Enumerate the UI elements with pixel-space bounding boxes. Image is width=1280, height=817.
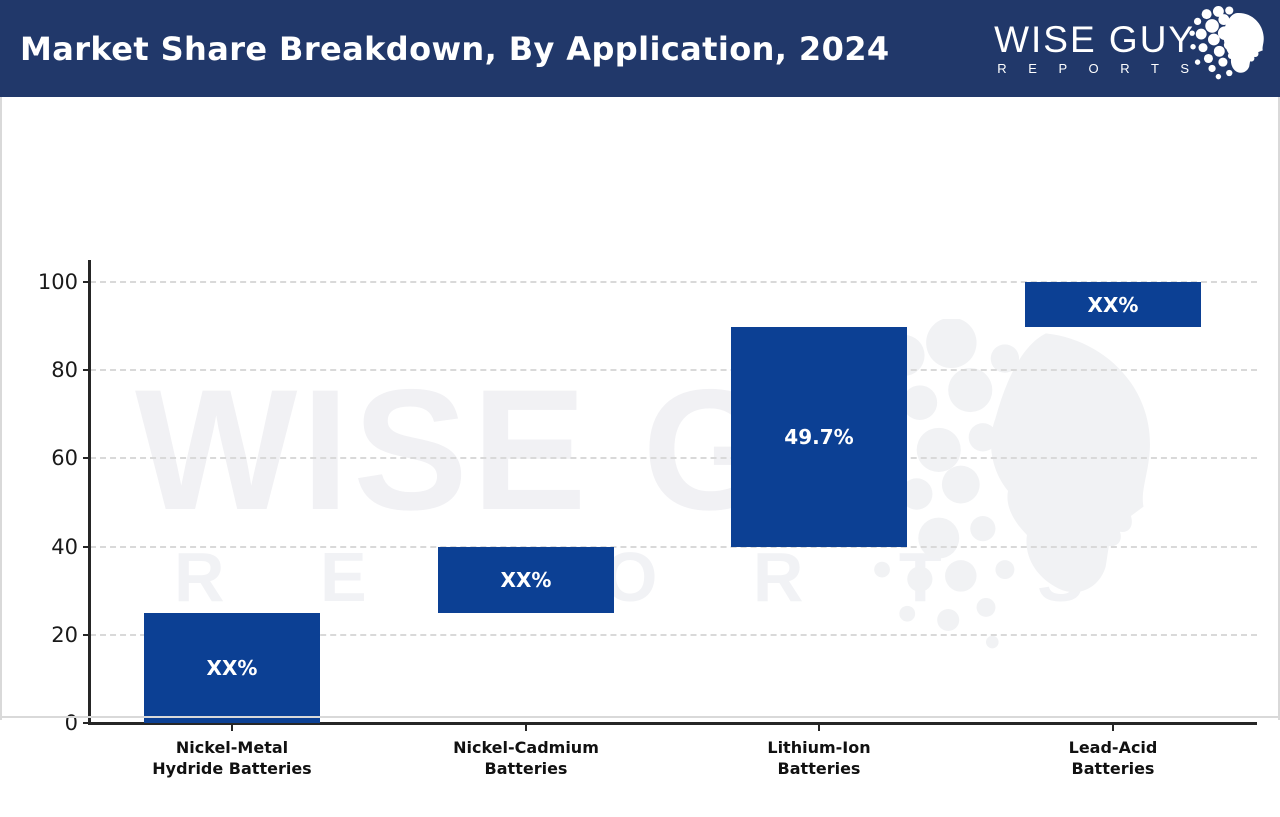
bottom-divider [0, 716, 1280, 718]
category-label-line: Lithium-Ion [767, 738, 871, 757]
page-title: Market Share Breakdown, By Application, … [20, 29, 890, 68]
gridline-100 [90, 281, 1257, 283]
category-label-line: Nickel-Metal [175, 738, 289, 757]
x-tick-1 [231, 724, 233, 731]
x-tick-3 [818, 724, 820, 731]
y-axis-line [88, 260, 91, 725]
category-label-line: Lead-Acid [1068, 738, 1158, 757]
gridline-60 [90, 457, 1257, 460]
y-tick-80 [83, 369, 90, 372]
bar-value-label: XX% [500, 567, 552, 592]
y-tick-60 [83, 457, 90, 460]
x-tick-4 [1112, 724, 1114, 731]
logo-text: WISE GUY R E P O R T S [991, 18, 1198, 77]
bar-4: XX% [1025, 282, 1201, 328]
y-tick-40 [83, 545, 90, 548]
wise-guy-logo: WISE GUY R E P O R T S [991, 5, 1270, 93]
bar-value-label: XX% [206, 655, 258, 680]
y-tick-label-0: 0 [64, 711, 78, 735]
y-tick-label-20: 20 [51, 622, 78, 647]
chart-area: WISE GU R E P O R T S 0 20 40 60 80 100 XX% Nic… [0, 97, 1280, 778]
bar-value-label: XX% [1087, 292, 1139, 317]
y-tick-label-100: 100 [37, 270, 78, 294]
category-label-2: Nickel-Cadmium Batteries [376, 738, 676, 780]
bar-1: XX% [144, 612, 320, 723]
wise-guy-head-icon [1189, 5, 1264, 79]
logo-brand-text: WISE GUY [994, 18, 1196, 60]
x-tick-2 [525, 724, 527, 731]
y-tick-label-80: 80 [51, 358, 78, 383]
category-label-4: Lead-Acid Batteries [963, 738, 1263, 780]
category-label-line: Batteries [484, 758, 568, 778]
logo-sub-text: R E P O R T S [997, 61, 1198, 77]
header-bar: Market Share Breakdown, By Application, … [0, 0, 1280, 97]
bar-2: XX% [438, 546, 614, 613]
y-tick-label-40: 40 [51, 534, 78, 559]
category-label-line: Batteries [1071, 758, 1155, 778]
gridline-80 [90, 369, 1257, 372]
category-label-1: Nickel-Metal Hydride Batteries [82, 738, 382, 780]
gridline-40 [90, 545, 1257, 548]
plot: 0 20 40 60 80 100 XX% Nickel-Metal Hydride Batte… [2, 97, 1280, 817]
gridline-20 [90, 633, 1257, 636]
category-label-line: Nickel-Cadmium [453, 738, 599, 757]
bar-3: 49.7% [731, 327, 907, 547]
category-label-line: Batteries [777, 758, 861, 778]
y-tick-100 [83, 281, 90, 283]
category-label-3: Lithium-Ion Batteries [669, 738, 969, 780]
y-tick-label-60: 60 [51, 446, 78, 471]
y-tick-20 [83, 633, 90, 636]
bar-value-label: 49.7% [784, 425, 854, 449]
category-label-line: Hydride Batteries [152, 758, 312, 778]
